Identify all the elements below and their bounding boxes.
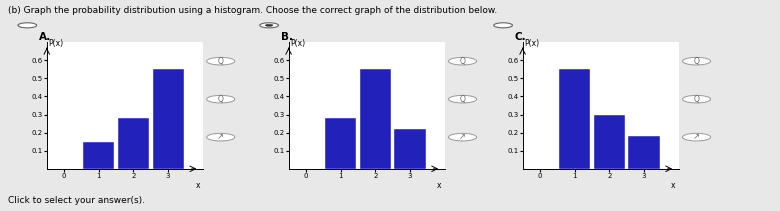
Text: (b) Graph the probability distribution using a histogram. Choose the correct gra: (b) Graph the probability distribution u…	[8, 6, 497, 15]
Bar	[594, 115, 625, 169]
Bar	[118, 118, 149, 169]
Text: Click to select your answer(s).: Click to select your answer(s).	[8, 196, 145, 205]
Bar	[395, 129, 426, 169]
Text: ↗: ↗	[459, 133, 466, 142]
Bar	[629, 136, 660, 169]
Bar	[360, 69, 391, 169]
Text: ↗: ↗	[693, 133, 700, 142]
Text: Q: Q	[693, 95, 700, 104]
Text: C.: C.	[515, 32, 527, 42]
Bar	[153, 69, 184, 169]
Bar	[559, 69, 590, 169]
Text: Q: Q	[218, 57, 224, 66]
Bar	[325, 118, 356, 169]
Text: Q: Q	[459, 95, 466, 104]
Text: P(x): P(x)	[290, 39, 306, 48]
Text: Q: Q	[693, 57, 700, 66]
Text: x: x	[437, 181, 441, 191]
Text: Q: Q	[218, 95, 224, 104]
Text: ↗: ↗	[218, 133, 224, 142]
Text: P(x): P(x)	[524, 39, 540, 48]
Text: P(x): P(x)	[48, 39, 64, 48]
Text: x: x	[671, 181, 675, 191]
Bar	[83, 142, 115, 169]
Text: Q: Q	[459, 57, 466, 66]
Text: x: x	[195, 181, 200, 191]
Text: A.: A.	[39, 32, 51, 42]
Text: B.: B.	[281, 32, 292, 42]
